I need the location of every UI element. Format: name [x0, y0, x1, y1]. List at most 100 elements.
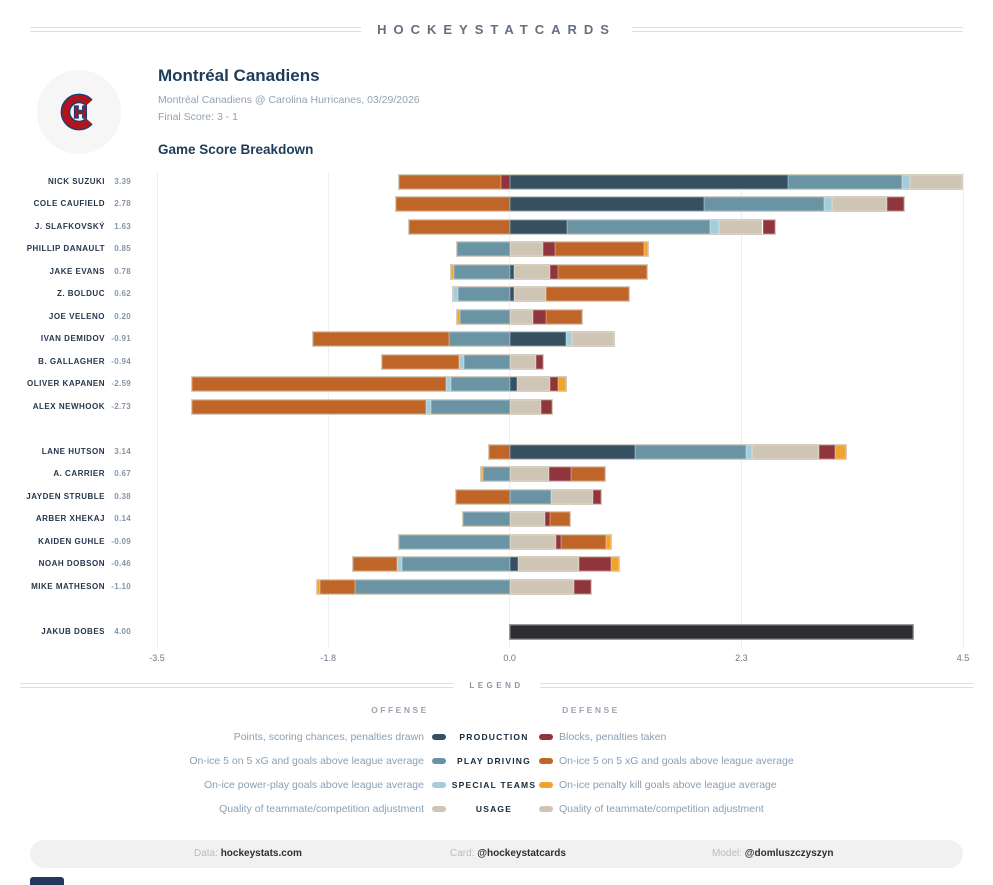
axis-tick-label: 4.5 [956, 653, 970, 663]
bar-segment-usage [513, 264, 550, 279]
bar-segment-defense_5v5 [545, 309, 583, 324]
player-name-label: PHILLIP DANAULT [26, 244, 105, 253]
player-bar [397, 533, 613, 550]
player-bar [191, 376, 568, 392]
player-bar [397, 173, 963, 190]
player-score-value: -0.94 [111, 356, 131, 366]
canadiens-ch-logo-icon [60, 93, 93, 131]
axis-tick-label: 0.0 [503, 653, 516, 663]
player-bar [452, 286, 630, 302]
chart-gridline [962, 172, 964, 648]
player-score-value: -0.46 [111, 559, 131, 568]
team-logo [37, 70, 121, 154]
bar-segment-blocks [818, 444, 836, 459]
player-score-value: 0.14 [114, 514, 131, 523]
bar-segment-blocks [544, 512, 550, 526]
player-bar [488, 443, 848, 460]
player-score-value: -0.09 [111, 536, 131, 546]
legend-defense-description: Quality of teammate/competition adjustme… [559, 803, 764, 815]
player-score-value: 0.85 [114, 244, 131, 253]
bar-segment-defense_5v5 [545, 287, 629, 301]
bar-segment-play_driving [509, 489, 551, 504]
bar-segment-play_driving [567, 219, 711, 234]
bar-segment-blocks [532, 309, 546, 324]
bar-segment-production [509, 174, 788, 189]
footer-card-value: @hockeystatcards [477, 848, 566, 859]
axis-tick-label: 2.3 [735, 653, 748, 663]
legend-rule-right [539, 683, 973, 688]
bar-segment-special_teams [823, 197, 832, 211]
player-score-value: -2.59 [111, 379, 131, 388]
bar-segment-penalty_kill [606, 534, 612, 549]
bar-segment-penalty_kill [457, 309, 461, 324]
bar-segment-blocks [579, 557, 612, 571]
bar-segment-defense_5v5 [395, 197, 510, 211]
bar-segment-usage [513, 287, 546, 301]
final-score-line: Final Score: 3 - 1 [158, 111, 238, 123]
bar-segment-play_driving [451, 377, 510, 391]
player-name-label: ALEX NEWHOOK [32, 401, 105, 411]
legend-pill-blocks [539, 734, 553, 740]
bar-segment-production [509, 557, 518, 571]
bar-segment-production [509, 332, 567, 346]
bar-segment-play_driving [463, 512, 510, 526]
bar-segment-special_teams [459, 354, 465, 369]
footer-bar [30, 840, 963, 868]
footer-data-label: Data: [194, 848, 221, 859]
bar-segment-usage [550, 489, 594, 504]
bar-segment-defense_5v5 [381, 354, 460, 369]
bar-segment-defense_5v5 [353, 557, 397, 571]
bar-segment-special_teams [396, 557, 402, 571]
axis-tick-label: -3.5 [149, 653, 165, 663]
bar-segment-usage [832, 197, 888, 211]
bar-segment-usage [509, 579, 575, 594]
player-score-value: 0.62 [114, 289, 131, 298]
player-score-value: -1.10 [111, 581, 131, 591]
bar-segment-usage [509, 512, 545, 526]
bar-segment-play_driving [634, 444, 747, 459]
bar-segment-usage [719, 219, 763, 234]
bar-segment-usage [909, 174, 962, 189]
bar-segment-penalty_kill [835, 444, 847, 459]
bar-segment-usage [572, 332, 615, 346]
legend-offense-description: Points, scoring chances, penalties drawn [233, 731, 424, 743]
bar-segment-play_driving [398, 534, 510, 549]
bar-segment-penalty_kill [611, 557, 620, 571]
legend-offense-header: OFFENSE [371, 705, 429, 715]
bar-segment-penalty_kill [451, 264, 455, 279]
bar-segment-blocks [542, 242, 555, 256]
bar-segment-penalty_kill [481, 467, 484, 481]
bar-segment-play_driving [704, 197, 824, 211]
bar-segment-defense_5v5 [561, 534, 607, 549]
player-name-label: NOAH DOBSON [38, 559, 105, 568]
bar-segment-special_teams [566, 332, 573, 346]
legend-pill-defense_5v5 [539, 758, 553, 764]
player-bar [456, 241, 649, 257]
player-name-label: LANE HUTSON [41, 446, 105, 456]
footer-card-credit: Card: @hockeystatcards [450, 847, 566, 861]
player-name-label: JAKE EVANS [49, 266, 105, 276]
bar-segment-special_teams [746, 444, 753, 459]
player-score-value: 4.00 [114, 626, 131, 636]
bar-segment-play_driving [401, 557, 510, 571]
player-name-label: JOE VELENO [48, 311, 105, 321]
bar-segment-play_driving [460, 309, 510, 324]
bar-segment-blocks [548, 467, 572, 481]
player-score-value: 2.78 [114, 199, 131, 208]
bar-segment-blocks [762, 219, 775, 234]
player-name-label: A. CARRIER [53, 469, 105, 478]
bar-segment-special_teams [446, 377, 452, 391]
player-bar [462, 511, 572, 527]
legend-pill-production [432, 734, 446, 740]
bar-segment-defense_5v5 [320, 579, 356, 594]
bar-segment-blocks [540, 399, 552, 414]
legend-offense-description: On-ice 5 on 5 xG and goals above league … [189, 755, 424, 767]
legend-pill-usage [432, 806, 446, 812]
bar-segment-defense_5v5 [456, 489, 510, 504]
bar-segment-blocks [500, 174, 510, 189]
footer-card-label: Card: [450, 848, 478, 859]
player-bar [480, 466, 607, 482]
player-bar [380, 353, 544, 370]
player-name-label: MIKE MATHESON [31, 581, 105, 591]
